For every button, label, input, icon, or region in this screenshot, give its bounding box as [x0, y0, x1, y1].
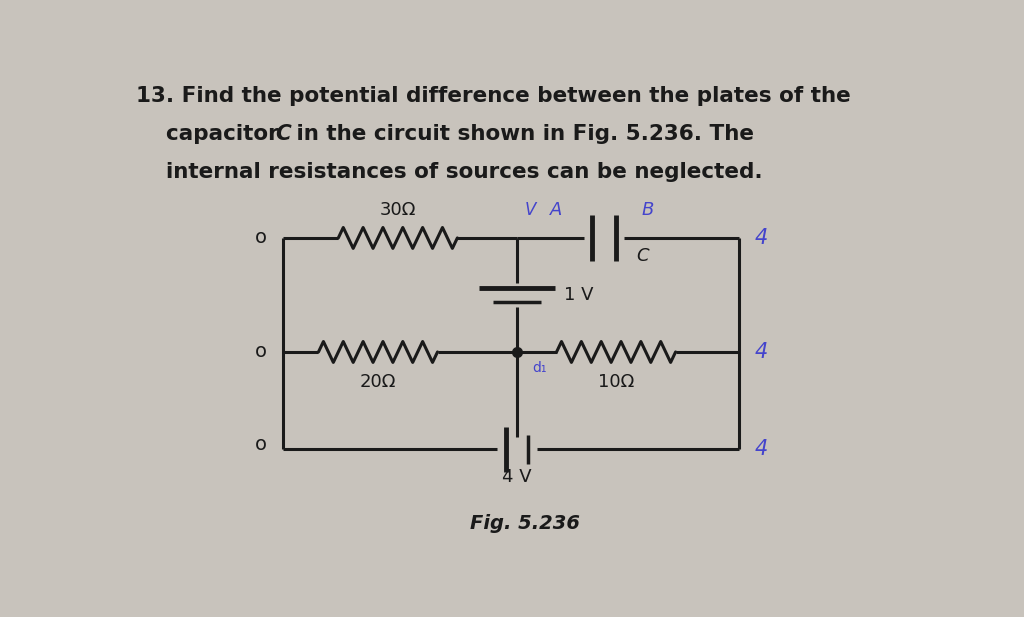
Text: A: A	[550, 201, 563, 219]
Text: internal resistances of sources can be neglected.: internal resistances of sources can be n…	[136, 162, 763, 182]
Text: 1 V: 1 V	[564, 286, 594, 304]
Text: 4: 4	[755, 439, 768, 460]
Text: Fig. 5.236: Fig. 5.236	[470, 513, 580, 532]
Text: 13. Find the potential difference between the plates of the: 13. Find the potential difference betwee…	[136, 86, 851, 106]
Text: C: C	[636, 247, 648, 265]
Text: o: o	[255, 342, 267, 362]
Text: capacitor: capacitor	[136, 124, 286, 144]
Text: V: V	[524, 201, 537, 219]
Text: 4 V: 4 V	[502, 468, 531, 486]
Text: o: o	[255, 228, 267, 247]
Text: 10Ω: 10Ω	[598, 373, 634, 391]
Text: B: B	[642, 201, 654, 219]
Text: C: C	[274, 124, 291, 144]
Text: 20Ω: 20Ω	[359, 373, 396, 391]
Text: 4: 4	[755, 342, 768, 362]
Text: d₁: d₁	[532, 362, 547, 376]
Text: o: o	[255, 435, 267, 454]
Text: in the circuit shown in Fig. 5.236. The: in the circuit shown in Fig. 5.236. The	[289, 124, 754, 144]
Text: 30Ω: 30Ω	[380, 201, 416, 219]
Text: 4: 4	[755, 228, 768, 248]
